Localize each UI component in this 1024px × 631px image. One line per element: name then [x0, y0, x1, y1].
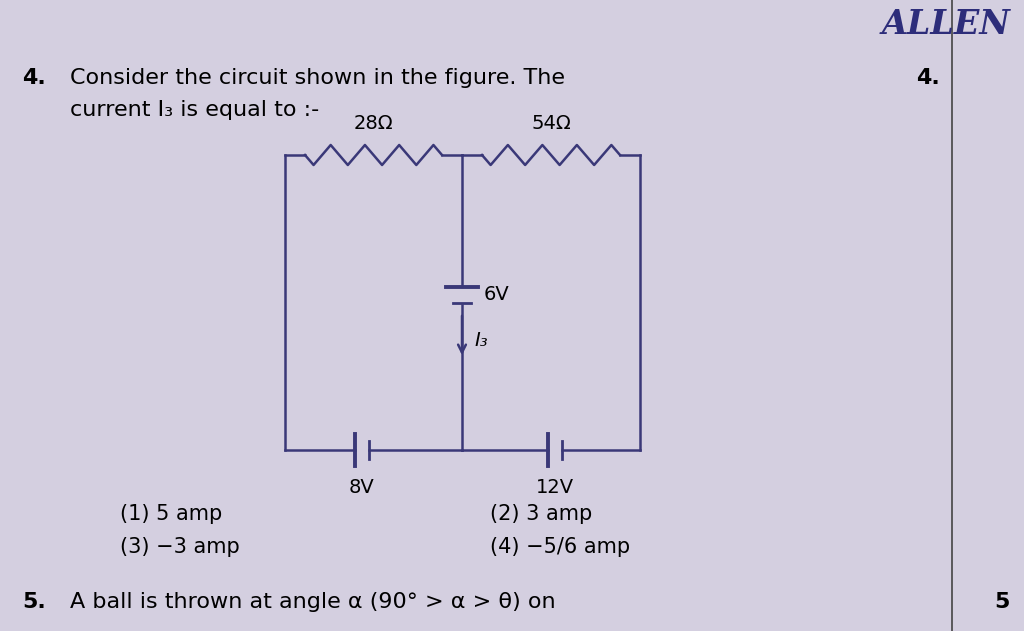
- Text: A ball is thrown at angle α (90° > α > θ) on: A ball is thrown at angle α (90° > α > θ…: [70, 592, 556, 612]
- Text: 12V: 12V: [536, 478, 574, 497]
- Text: 5.: 5.: [22, 592, 46, 612]
- Text: 4.: 4.: [916, 68, 940, 88]
- Text: (4) −5/6 amp: (4) −5/6 amp: [490, 537, 630, 557]
- Text: ALLEN: ALLEN: [881, 8, 1010, 41]
- Text: (3) −3 amp: (3) −3 amp: [120, 537, 240, 557]
- Text: 8V: 8V: [349, 478, 375, 497]
- Text: current I₃ is equal to :-: current I₃ is equal to :-: [70, 100, 319, 120]
- Text: 5: 5: [994, 592, 1010, 612]
- Text: 54Ω: 54Ω: [531, 114, 570, 133]
- Text: 28Ω: 28Ω: [353, 114, 393, 133]
- Text: Consider the circuit shown in the figure. The: Consider the circuit shown in the figure…: [70, 68, 565, 88]
- Text: (1) 5 amp: (1) 5 amp: [120, 504, 222, 524]
- Text: 6V: 6V: [484, 285, 510, 305]
- Text: I₃: I₃: [474, 331, 487, 350]
- Text: (2) 3 amp: (2) 3 amp: [490, 504, 592, 524]
- Text: 4.: 4.: [22, 68, 46, 88]
